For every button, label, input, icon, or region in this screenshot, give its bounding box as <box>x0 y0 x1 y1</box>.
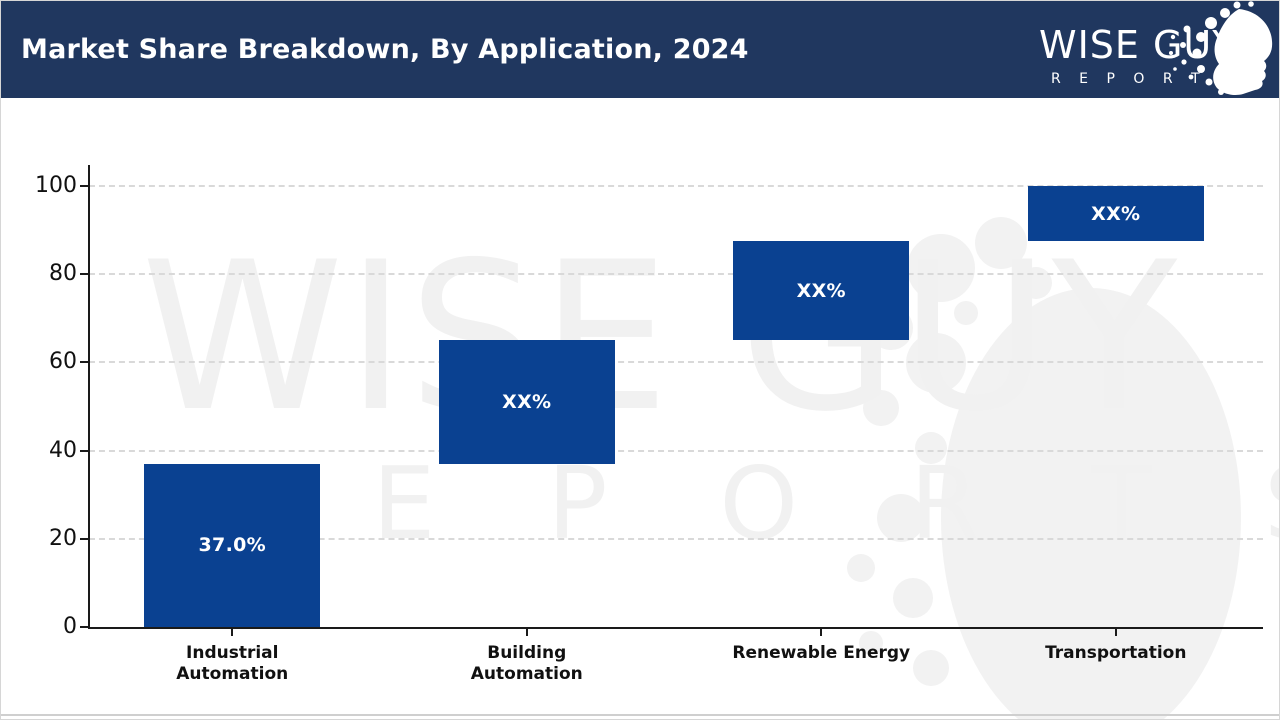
y-tickmark-60 <box>80 361 88 364</box>
gridline-y-40 <box>89 449 1263 452</box>
y-tick-label-40: 40 <box>49 437 77 463</box>
y-tickmark-0 <box>80 626 88 628</box>
logo-subtext: R E P O R T S <box>1051 71 1234 87</box>
bar-value-label-industrial-automation: 37.0% <box>198 534 266 557</box>
x-category-label-renewable-energy: Renewable Energy <box>732 643 911 663</box>
bar-renewable-energy: XX% <box>733 241 910 341</box>
x-tickmark-renewable-energy <box>820 629 823 636</box>
y-tick-label-80: 80 <box>49 261 77 287</box>
header-band: Market Share Breakdown, By Application, … <box>1 1 1279 98</box>
wise-guy-reports-logo: WISE GUY R E P O R T S <box>1039 1 1273 95</box>
x-category-label-building-automation: Building Automation <box>470 643 583 684</box>
bar-value-label-building-automation: XX% <box>502 391 552 414</box>
bar-value-label-transportation: XX% <box>1091 202 1141 225</box>
watermark-wordmark: WISE GUY <box>141 219 1179 457</box>
y-tick-label-60: 60 <box>49 349 77 375</box>
bar-building-automation: XX% <box>438 340 615 464</box>
chart-region: WISE GUY R E P O R T S 0 20 40 60 80 100 37.0%… <box>1 98 1280 719</box>
y-tickmark-100 <box>80 185 88 187</box>
logo-wordmark: WISE GUY <box>1039 23 1236 67</box>
bar-transportation: XX% <box>1027 186 1204 242</box>
x-tickmark-transportation <box>1114 629 1117 636</box>
y-tickmark-40 <box>80 449 88 452</box>
footer-rule <box>1 714 1279 716</box>
logo-face-dots-icon <box>1169 1 1273 95</box>
x-tickmark-building-automation <box>525 629 528 636</box>
gridline-y-20 <box>89 537 1263 540</box>
y-tickmark-80 <box>80 273 88 276</box>
y-tickmark-20 <box>80 537 88 540</box>
x-tickmark-industrial-automation <box>231 629 234 636</box>
y-tick-label-0: 0 <box>63 614 77 639</box>
y-axis-spine <box>88 165 90 629</box>
gridline-y-100 <box>89 185 1263 187</box>
bar-industrial-automation: 37.0% <box>144 463 321 627</box>
watermark-subtext: R E P O R T S <box>191 445 1280 562</box>
x-category-label-industrial-automation: Industrial Automation <box>176 643 289 684</box>
y-tick-label-20: 20 <box>49 525 77 551</box>
bar-value-label-renewable-energy: XX% <box>796 279 846 302</box>
gridline-y-60 <box>89 361 1263 364</box>
x-axis-line <box>88 627 1263 629</box>
x-category-label-transportation: Transportation <box>1045 643 1187 663</box>
y-tick-label-100: 100 <box>35 173 77 198</box>
gridline-y-80 <box>89 273 1263 276</box>
page-title: Market Share Breakdown, By Application, … <box>21 34 749 65</box>
